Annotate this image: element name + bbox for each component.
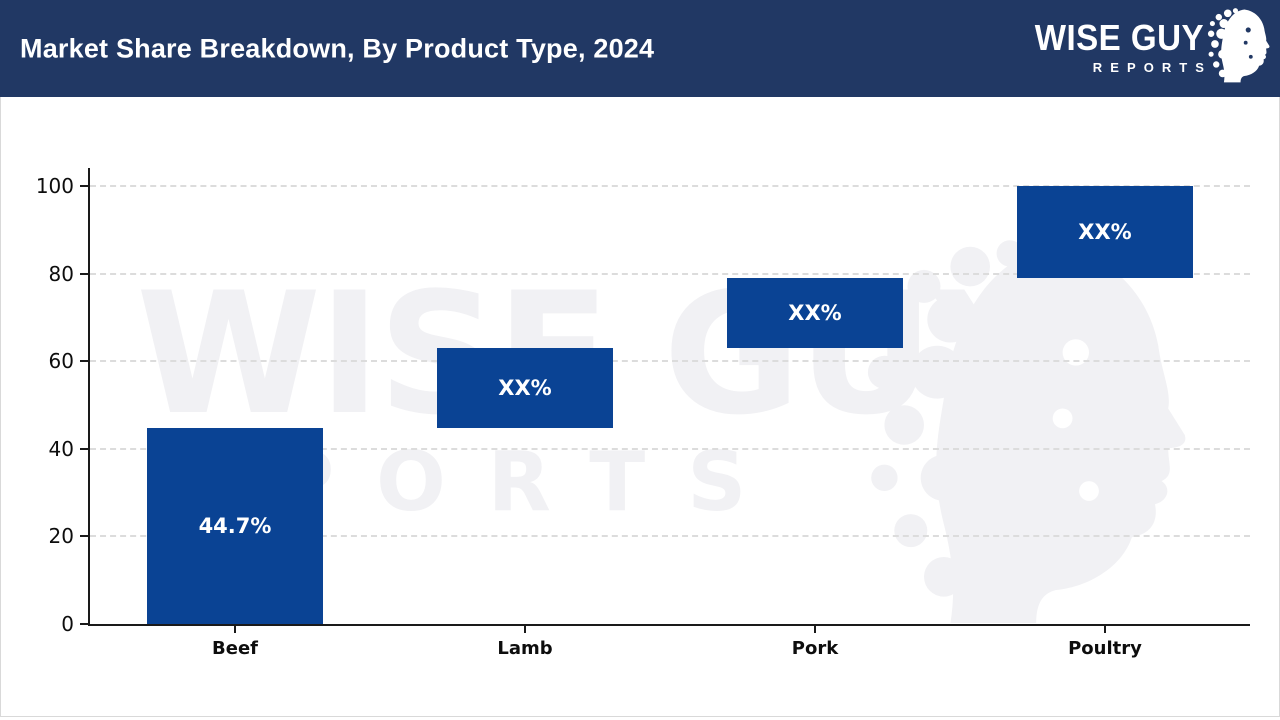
y-axis-tick-100 (80, 185, 88, 187)
x-axis-label-poultry: Poultry (1068, 638, 1142, 659)
logo-brand-subtitle: REPORTS (1092, 60, 1213, 75)
y-axis-label-60: 60 (48, 349, 74, 374)
y-axis-tick-20 (80, 535, 88, 538)
x-axis-label-pork: Pork (791, 638, 839, 659)
y-axis-label-80: 80 (48, 261, 74, 286)
x-axis-line (88, 624, 1250, 626)
header-bar: Market Share Breakdown, By Product Type,… (0, 0, 1280, 97)
watermark-text-line2: PORTS (274, 435, 789, 530)
bar-beef (147, 428, 323, 624)
gridline-100 (90, 185, 1250, 187)
gridline-40 (90, 447, 1250, 450)
x-axis-tick-pork (814, 626, 816, 633)
y-axis-tick-0 (80, 623, 88, 625)
bar-pork (727, 277, 903, 349)
y-axis-label-100: 100 (35, 174, 74, 198)
gridline-60 (90, 360, 1250, 363)
bar-value-label-pork: XX% (788, 301, 842, 326)
y-axis-label-20: 20 (48, 524, 74, 549)
x-axis-tick-poultry (1104, 626, 1106, 633)
x-axis-tick-lamb (524, 626, 526, 633)
gridline-80 (90, 272, 1250, 275)
bar-value-label-beef: 44.7% (198, 514, 272, 539)
x-axis-label-lamb: Lamb (497, 638, 553, 659)
waterfall-chart: 0 20 40 60 80 100 44.7% Beef XX% Lamb XX% Pork XX% Po… (36, 168, 1250, 659)
bar-value-label-lamb: XX% (498, 376, 552, 401)
x-axis-label-beef: Beef (212, 638, 258, 659)
y-axis-label-40: 40 (48, 436, 74, 461)
bar-value-label-poultry: XX% (1078, 219, 1132, 244)
wiseguy-face-icon (1207, 8, 1270, 83)
y-axis-tick-60 (80, 360, 88, 363)
wiseguy-logo: WISE GUY REPORTS (1000, 4, 1270, 94)
x-axis-tick-beef (234, 626, 236, 633)
logo-brand-name: WISE GUY (1034, 17, 1204, 58)
y-axis-tick-40 (80, 447, 88, 450)
bar-poultry (1017, 186, 1193, 278)
gridline-20 (90, 535, 1250, 538)
y-axis-tick-80 (80, 272, 88, 275)
y-axis-line (88, 168, 90, 626)
bar-lamb (437, 348, 613, 429)
y-axis-label-0: 0 (61, 612, 74, 636)
wiseguy-logo-text: WISE GUY REPORTS (1020, 17, 1204, 76)
page-title: Market Share Breakdown, By Product Type,… (20, 33, 655, 63)
